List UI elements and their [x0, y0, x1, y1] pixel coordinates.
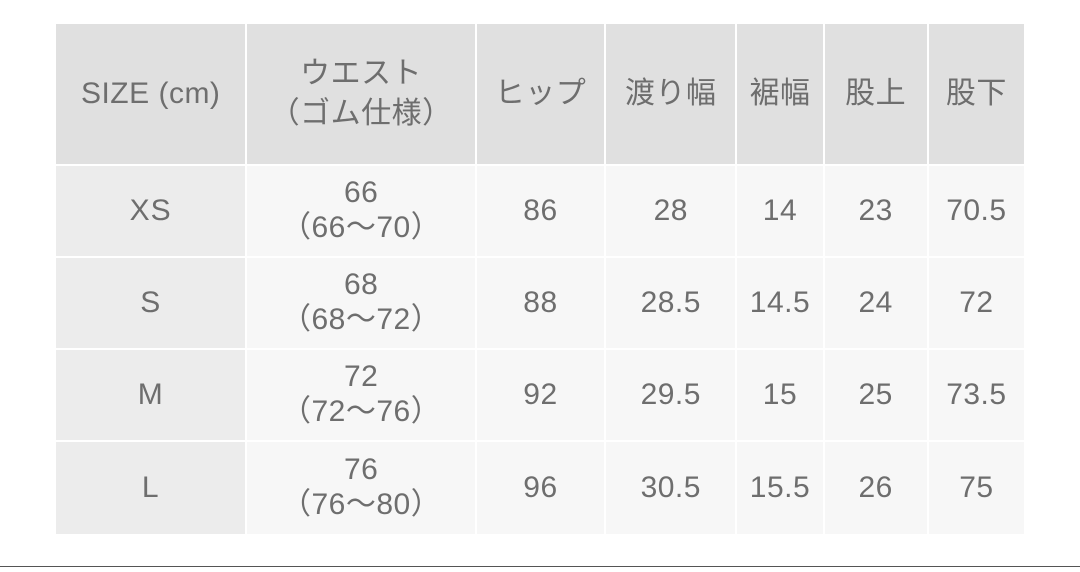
header-cell-thigh-width: 渡り幅 [606, 24, 736, 164]
header-cell-size: SIZE (cm) [56, 24, 246, 164]
cell-waist: 66 （66〜70） [247, 166, 475, 256]
cell-size: M [56, 350, 246, 440]
table-row: L 76 （76〜80） 96 30.5 15.5 26 75 [56, 442, 1024, 534]
header-cell-inseam: 股下 [928, 24, 1024, 164]
header-cell-rise: 股上 [824, 24, 927, 164]
cell-waist-range: （72〜76） [281, 394, 442, 428]
cell-waist-range: （68〜72） [281, 302, 442, 336]
header-cell-waist: ウエスト （ゴム仕様） [247, 24, 475, 164]
cell-hip: 88 [476, 258, 605, 348]
cell-waist-value: 68 [343, 268, 379, 302]
table-body: XS 66 （66〜70） 86 28 14 23 70.5 S 68 （68〜 [56, 166, 1024, 534]
cell-hem-width: 14 [737, 166, 823, 256]
table-row: XS 66 （66〜70） 86 28 14 23 70.5 [56, 166, 1024, 256]
cell-waist: 72 （72〜76） [247, 350, 475, 440]
cell-hip: 86 [476, 166, 605, 256]
cell-waist-value: 76 [343, 453, 379, 487]
cell-thigh-width: 30.5 [606, 442, 736, 534]
header-waist-line1: ウエスト [300, 57, 423, 91]
bottom-divider [0, 566, 1080, 567]
cell-rise: 23 [824, 166, 927, 256]
cell-waist: 76 （76〜80） [247, 442, 475, 534]
cell-thigh-width: 28.5 [606, 258, 736, 348]
cell-hip: 96 [476, 442, 605, 534]
table-row: M 72 （72〜76） 92 29.5 15 25 73.5 [56, 350, 1024, 440]
cell-rise: 26 [824, 442, 927, 534]
cell-hip: 92 [476, 350, 605, 440]
cell-size: L [56, 442, 246, 534]
cell-thigh-width: 29.5 [606, 350, 736, 440]
cell-inseam: 73.5 [928, 350, 1024, 440]
cell-rise: 25 [824, 350, 927, 440]
cell-waist-range: （76〜80） [281, 487, 442, 521]
cell-hem-width: 14.5 [737, 258, 823, 348]
size-chart-container: SIZE (cm) ウエスト （ゴム仕様） ヒップ 渡り幅 裾幅 股上 股下 X… [56, 24, 1028, 534]
cell-waist-range: （66〜70） [281, 210, 442, 244]
table-row: S 68 （68〜72） 88 28.5 14.5 24 72 [56, 258, 1024, 348]
cell-hem-width: 15.5 [737, 442, 823, 534]
header-cell-hip: ヒップ [476, 24, 605, 164]
header-cell-hem-width: 裾幅 [737, 24, 823, 164]
cell-rise: 24 [824, 258, 927, 348]
cell-hem-width: 15 [737, 350, 823, 440]
cell-inseam: 75 [928, 442, 1024, 534]
cell-thigh-width: 28 [606, 166, 736, 256]
cell-size: S [56, 258, 246, 348]
cell-inseam: 72 [928, 258, 1024, 348]
header-row: SIZE (cm) ウエスト （ゴム仕様） ヒップ 渡り幅 裾幅 股上 股下 [56, 24, 1024, 164]
table-header: SIZE (cm) ウエスト （ゴム仕様） ヒップ 渡り幅 裾幅 股上 股下 [56, 24, 1024, 164]
size-chart-table: SIZE (cm) ウエスト （ゴム仕様） ヒップ 渡り幅 裾幅 股上 股下 X… [54, 22, 1026, 536]
header-waist-line2: （ゴム仕様） [269, 97, 453, 130]
cell-inseam: 70.5 [928, 166, 1024, 256]
cell-waist-value: 66 [343, 176, 379, 210]
cell-waist: 68 （68〜72） [247, 258, 475, 348]
cell-waist-value: 72 [343, 360, 379, 394]
cell-size: XS [56, 166, 246, 256]
